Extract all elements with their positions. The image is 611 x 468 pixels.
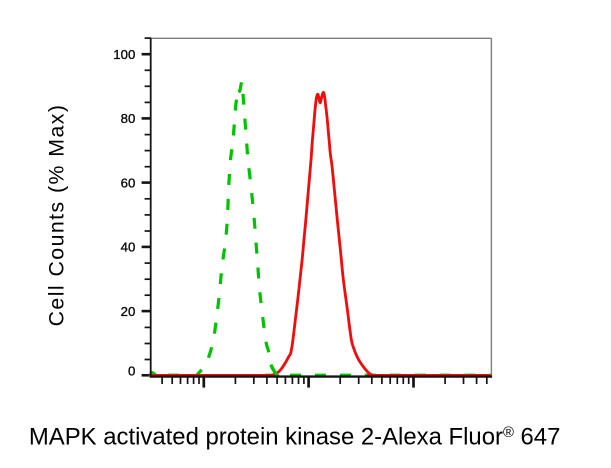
svg-text:0: 0	[128, 363, 135, 378]
svg-text:40: 40	[121, 240, 136, 255]
svg-text:MAPK activated protein kinase: MAPK activated protein kinase 2-Alexa Fl…	[29, 423, 560, 450]
svg-text:80: 80	[121, 111, 136, 126]
svg-text:20: 20	[121, 304, 136, 319]
svg-text:100: 100	[113, 47, 135, 62]
svg-text:Cell Counts (% Max): Cell Counts (% Max)	[45, 104, 69, 327]
svg-text:60: 60	[121, 175, 136, 190]
